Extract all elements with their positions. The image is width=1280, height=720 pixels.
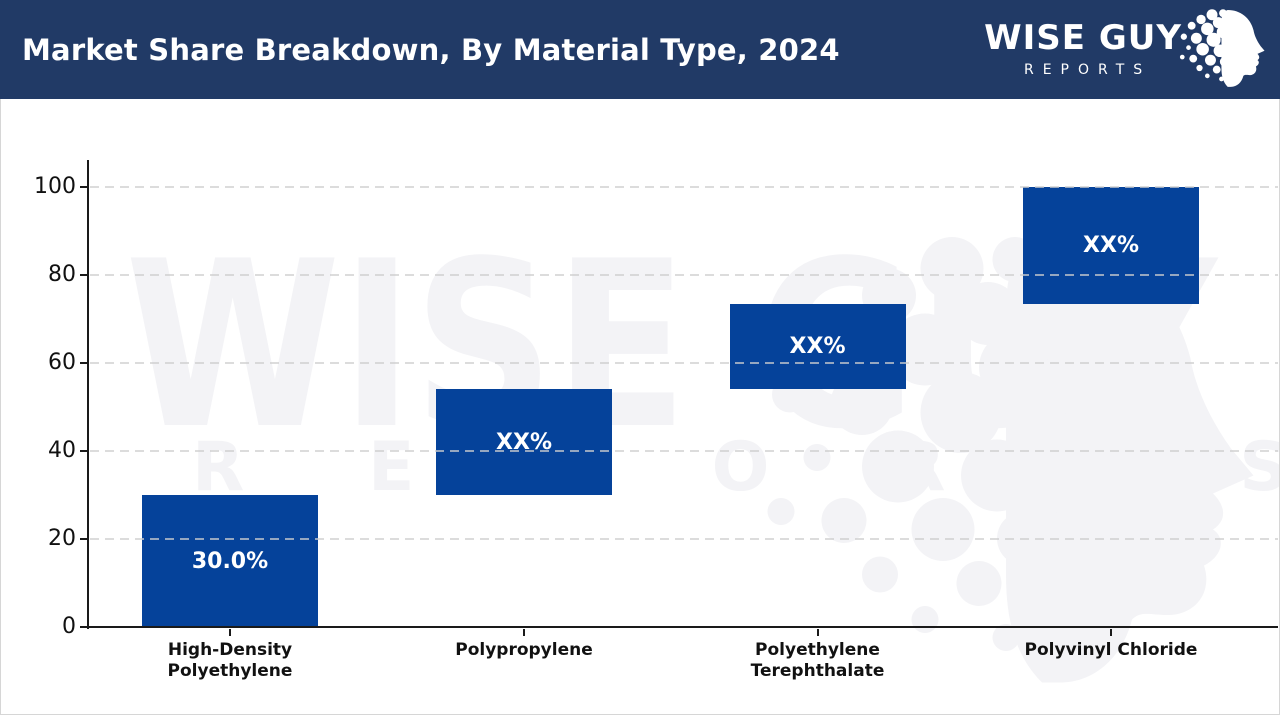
- y-axis-tick: [80, 538, 87, 540]
- x-axis-category-label: Polyvinyl Chloride: [961, 640, 1261, 661]
- x-axis-line: [87, 626, 1278, 628]
- x-axis-category-label: Polypropylene: [374, 640, 674, 661]
- y-axis-tick-label: 80: [48, 262, 76, 287]
- y-axis-tick: [80, 186, 87, 188]
- waterfall-bar: XX%: [1023, 187, 1199, 304]
- brand-tagline: REPORTS: [1023, 62, 1152, 78]
- gridline: [90, 274, 1278, 276]
- x-axis-category-line: Polyvinyl Chloride: [1024, 640, 1198, 660]
- y-axis-line: [87, 160, 89, 629]
- y-axis-tick-label: 60: [48, 350, 76, 375]
- y-axis-tick: [80, 274, 87, 276]
- gridline: [90, 450, 1278, 452]
- x-axis-category-line: High-Density: [167, 640, 293, 660]
- x-axis-category-label: Polyethylene Terephthalate: [668, 640, 968, 682]
- gridline: [90, 538, 1278, 540]
- waterfall-bar: 30.0%: [142, 495, 318, 627]
- x-axis-tick: [816, 629, 819, 636]
- x-axis-category-line: Polyethylene: [755, 640, 880, 660]
- x-axis-category-label: High-Density Polyethylene: [80, 640, 380, 682]
- gridline: [90, 362, 1278, 364]
- x-axis-category-line: Polyethylene: [167, 661, 293, 681]
- y-axis-tick: [80, 450, 87, 452]
- y-axis-tick-label: 40: [48, 438, 76, 463]
- brand-face-icon: [1179, 8, 1265, 87]
- bar-value-label: 30.0%: [191, 548, 269, 574]
- waterfall-bar: XX%: [729, 303, 906, 390]
- x-axis-tick: [229, 629, 231, 636]
- y-axis-tick: [80, 362, 87, 364]
- x-axis-tick: [523, 629, 525, 636]
- x-axis-category-line: Terephthalate: [750, 661, 885, 681]
- gridline: [90, 186, 1278, 188]
- x-axis-category-line: Polypropylene: [455, 640, 593, 660]
- y-axis-tick-label: 100: [34, 174, 76, 199]
- brand-logo: WISE GUY REPORTS: [984, 6, 1270, 94]
- waterfall-bar: XX%: [436, 389, 612, 495]
- y-axis-tick-label: 0: [62, 614, 76, 639]
- y-axis-tick-label: 20: [48, 526, 76, 551]
- header-bar: Market Share Breakdown, By Material Type…: [0, 0, 1280, 99]
- bar-value-label: XX%: [789, 333, 846, 359]
- bar-value-label: XX%: [1083, 232, 1139, 258]
- y-axis-tick: [80, 626, 87, 628]
- brand-logo-text: WISE GUY REPORTS: [984, 21, 1182, 78]
- x-axis-tick: [1110, 629, 1112, 636]
- page-title: Market Share Breakdown, By Material Type…: [22, 32, 840, 67]
- brand-name: WISE GUY: [984, 18, 1182, 58]
